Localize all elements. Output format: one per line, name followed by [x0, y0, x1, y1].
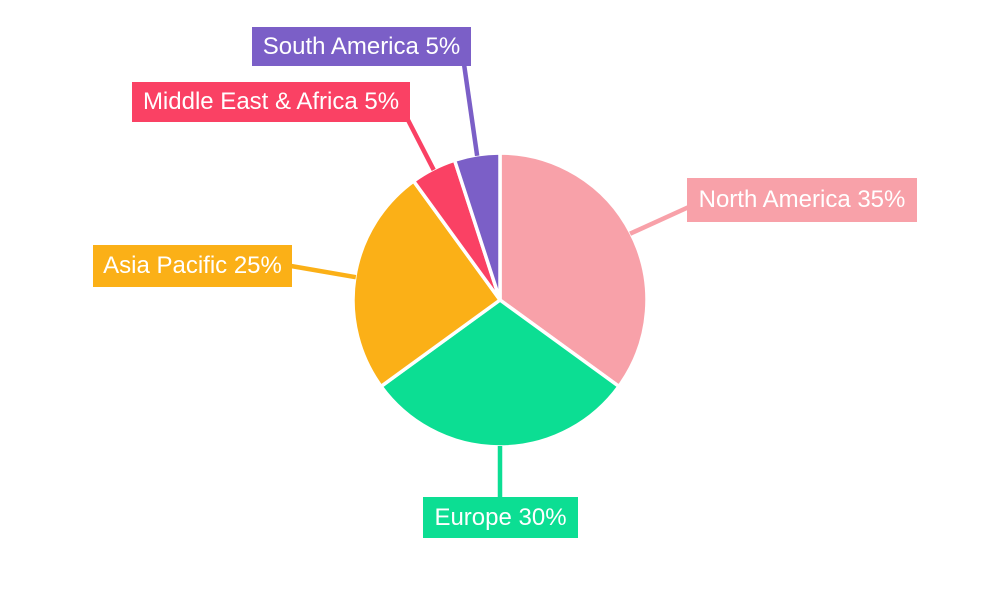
pie-label-europe: Europe 30% — [423, 497, 578, 538]
leader-line-middle-east-africa — [405, 118, 436, 171]
pie-label-south-america: South America 5% — [252, 27, 471, 66]
pie-label-middle-east-africa: Middle East & Africa 5% — [132, 82, 410, 122]
leader-line-south-america — [461, 63, 480, 157]
leader-line-north-america — [629, 203, 692, 236]
pie-label-north-america: North America 35% — [687, 178, 917, 222]
pie-label-asia-pacific: Asia Pacific 25% — [93, 245, 292, 287]
leader-line-asia-pacific — [290, 263, 357, 280]
